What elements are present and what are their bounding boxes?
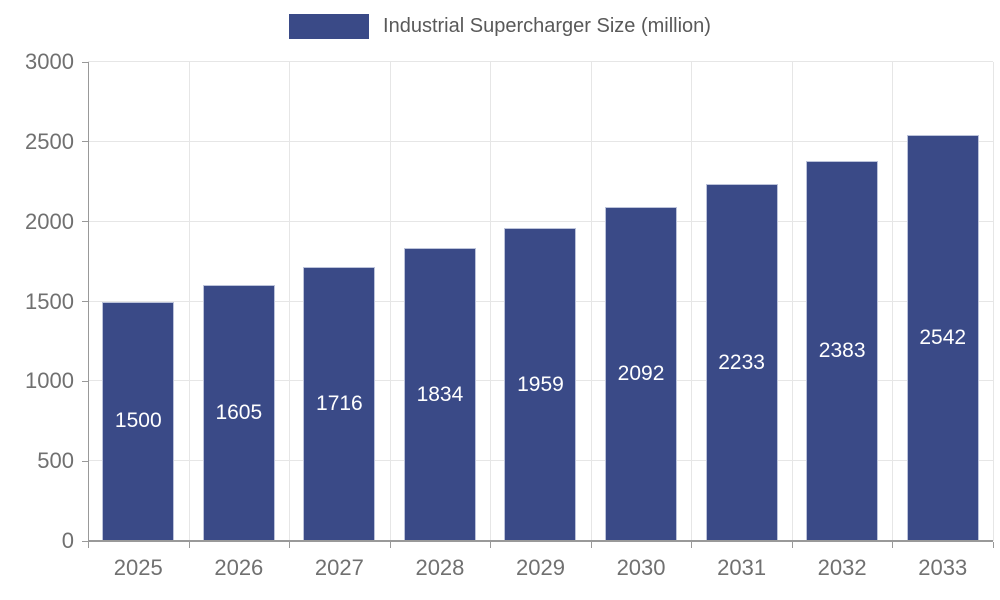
- bar-value-label: 1959: [517, 372, 564, 396]
- bar-2028: 1834: [403, 248, 476, 541]
- gridline-vertical: [691, 62, 693, 541]
- y-tick-mark: [82, 460, 88, 462]
- x-tick-label: 2026: [214, 555, 264, 580]
- bar-2026: 1605: [202, 284, 275, 541]
- y-tick-mark: [82, 61, 88, 63]
- bar-2032: 2383: [806, 160, 879, 541]
- bar-value-label: 1834: [416, 382, 464, 406]
- x-tick-mark: [691, 542, 693, 548]
- y-tick-label: 3000: [25, 49, 74, 74]
- y-tick-mark: [82, 221, 88, 223]
- bar-cell: 1834: [390, 248, 491, 541]
- gridline-vertical: [892, 62, 894, 541]
- y-tick-label: 1500: [25, 288, 74, 314]
- x-tick-label: 2025: [113, 555, 163, 580]
- bar-2030: 2092: [605, 206, 678, 541]
- gridline-vertical: [993, 62, 994, 541]
- bar-cell: 2542: [892, 135, 993, 541]
- bar-value-label: 2542: [919, 326, 967, 350]
- bar-2025: 1500: [102, 301, 175, 541]
- gridline-vertical: [490, 62, 492, 541]
- y-tick-mark: [82, 141, 88, 143]
- y-tick-mark: [82, 380, 88, 382]
- x-tick-mark: [490, 542, 492, 548]
- x-tick-label: 2029: [516, 555, 565, 580]
- x-tick-mark: [791, 542, 793, 548]
- bar-cell: 1500: [88, 301, 189, 541]
- legend-swatch: [289, 14, 370, 39]
- x-axis-line: [88, 540, 993, 542]
- plot-area: 1500 1605 1716 1834 1959 2092 2233 2383 2542 0 50…: [25, 49, 994, 580]
- gridline-vertical: [590, 62, 592, 541]
- gridline-vertical: [389, 62, 391, 541]
- bar-value-label: 1605: [215, 400, 263, 424]
- bar-value-label: 1716: [316, 392, 363, 416]
- bar-cell: 1716: [289, 267, 390, 541]
- x-tick-mark: [289, 542, 291, 548]
- bar-2033: 2542: [906, 135, 979, 541]
- x-tick-label: 2031: [717, 555, 767, 580]
- x-tick-label: 2032: [817, 555, 867, 580]
- x-tick-mark: [892, 542, 894, 548]
- bar-cell: 2092: [591, 206, 692, 541]
- gridline-horizontal: [88, 140, 993, 142]
- bar-2029: 1959: [504, 228, 577, 541]
- x-tick-label: 2030: [616, 555, 666, 580]
- x-tick-mark: [590, 542, 592, 548]
- x-tick-label: 2033: [918, 555, 968, 580]
- gridline-vertical: [289, 62, 291, 541]
- gridline-horizontal: [88, 61, 993, 62]
- legend-label: Industrial Supercharger Size (million): [383, 15, 711, 37]
- bar-cell: 1605: [189, 284, 290, 541]
- x-tick-mark: [188, 542, 190, 548]
- gridline-vertical: [791, 62, 793, 541]
- x-tick-mark: [88, 542, 89, 548]
- x-tick-mark: [389, 542, 391, 548]
- x-tick-mark: [993, 542, 994, 548]
- y-axis-line: [88, 62, 89, 547]
- bar-2031: 2233: [705, 184, 778, 541]
- y-tick-label: 2000: [25, 208, 74, 234]
- legend[interactable]: Industrial Supercharger Size (million): [0, 14, 1000, 39]
- bar-cell: 2383: [792, 160, 893, 541]
- bar-2027: 1716: [303, 267, 376, 541]
- y-tick-label: 1000: [25, 368, 74, 394]
- bar-value-label: 2092: [617, 362, 665, 385]
- gridline-vertical: [188, 62, 190, 541]
- bar-cell: 2233: [691, 184, 792, 541]
- bar-cell: 1959: [490, 228, 591, 541]
- y-tick-mark: [82, 301, 88, 302]
- x-tick-label: 2028: [415, 555, 465, 580]
- bar-value-label: 1500: [114, 409, 162, 433]
- y-tick-label: 500: [37, 448, 74, 474]
- x-tick-label: 2027: [314, 555, 364, 580]
- y-tick-mark: [82, 540, 88, 542]
- bar-value-label: 2383: [818, 338, 866, 362]
- gridline-horizontal: [88, 220, 993, 222]
- bar-value-label: 2233: [718, 350, 765, 374]
- y-tick-label: 0: [61, 528, 74, 553]
- y-tick-label: 2500: [25, 128, 74, 154]
